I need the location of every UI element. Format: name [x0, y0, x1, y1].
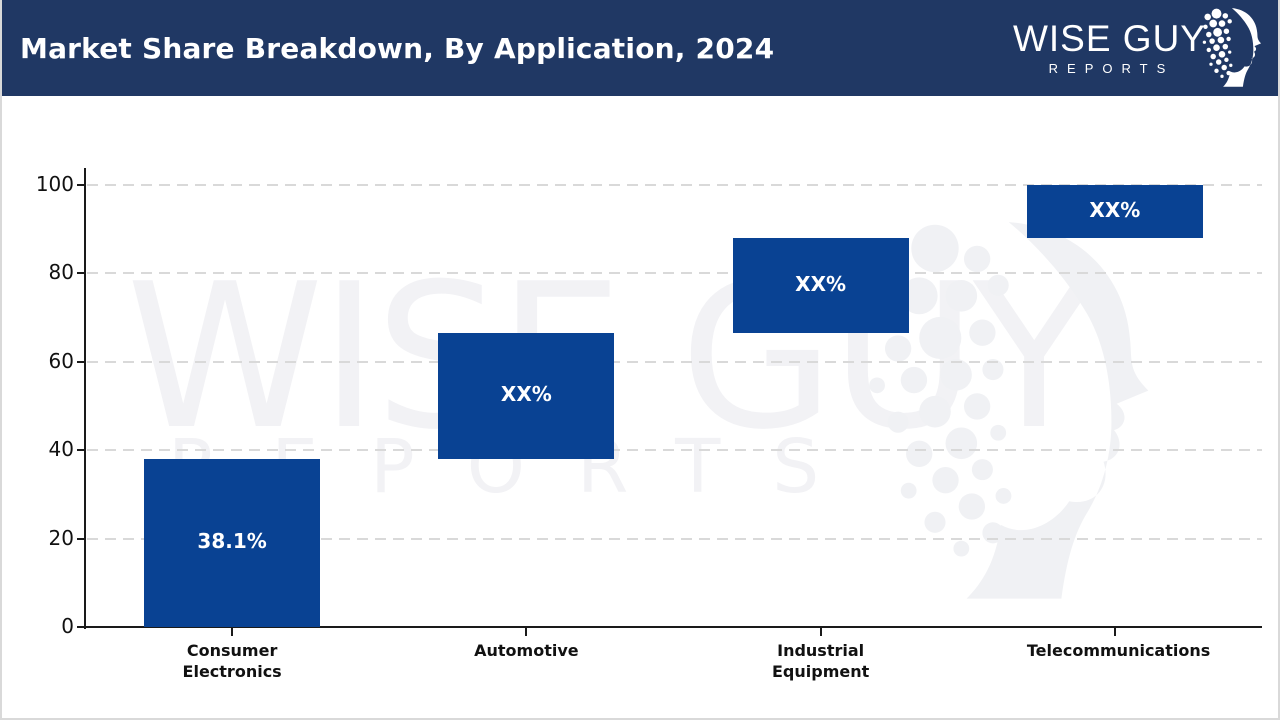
y-tick-mark — [77, 449, 85, 452]
brand-name: WISE GUY — [1012, 18, 1206, 59]
y-tick-mark — [77, 537, 85, 540]
bar-value-label: 38.1% — [197, 528, 267, 553]
gridline-y-100 — [87, 184, 1262, 186]
x-category-label: Automotive — [474, 641, 579, 660]
y-tick-label: 40 — [48, 437, 74, 462]
x-tick-mark — [1113, 628, 1116, 636]
header-bar: Market Share Breakdown, By Application, … — [0, 0, 1280, 96]
y-tick-mark — [77, 272, 85, 275]
y-tick-label: 0 — [61, 614, 74, 638]
brand-logo: WISE GUY REPORTS — [1013, 8, 1280, 88]
x-category-label: Industrial Equipment — [771, 641, 870, 682]
brand-subtitle: REPORTS — [1048, 61, 1175, 76]
gridline-y-60 — [87, 360, 1262, 363]
bar-3 — [732, 238, 909, 334]
bar-value-label: XX% — [500, 381, 552, 406]
y-axis-line — [84, 167, 86, 629]
x-tick-mark — [231, 628, 234, 636]
x-category-label: Telecommunications — [1026, 641, 1211, 660]
y-tick-mark — [77, 360, 85, 363]
page-title: Market Share Breakdown, By Application, … — [20, 31, 775, 65]
x-tick-mark — [819, 628, 822, 636]
x-category-label: Consumer Electronics — [182, 641, 282, 682]
x-axis-line — [85, 626, 1262, 628]
y-tick-label: 60 — [48, 348, 74, 373]
gridline-y-20 — [87, 537, 1262, 540]
y-tick-mark — [77, 184, 85, 186]
gridline-y-40 — [87, 449, 1262, 452]
y-tick-label: 20 — [48, 525, 74, 550]
bar-1 — [144, 458, 321, 627]
bar-value-label: XX% — [1089, 197, 1141, 222]
y-tick-label: 100 — [35, 172, 74, 196]
bar-4 — [1026, 185, 1203, 239]
dotted-head-icon — [1202, 8, 1262, 87]
bar-value-label: XX% — [795, 271, 847, 296]
bar-2 — [438, 333, 615, 459]
brand-logo-text: WISE GUY REPORTS — [1013, 20, 1206, 76]
y-tick-label: 80 — [48, 260, 74, 285]
y-tick-mark — [77, 626, 85, 628]
x-tick-mark — [525, 628, 528, 636]
gridline-y-80 — [87, 272, 1262, 275]
